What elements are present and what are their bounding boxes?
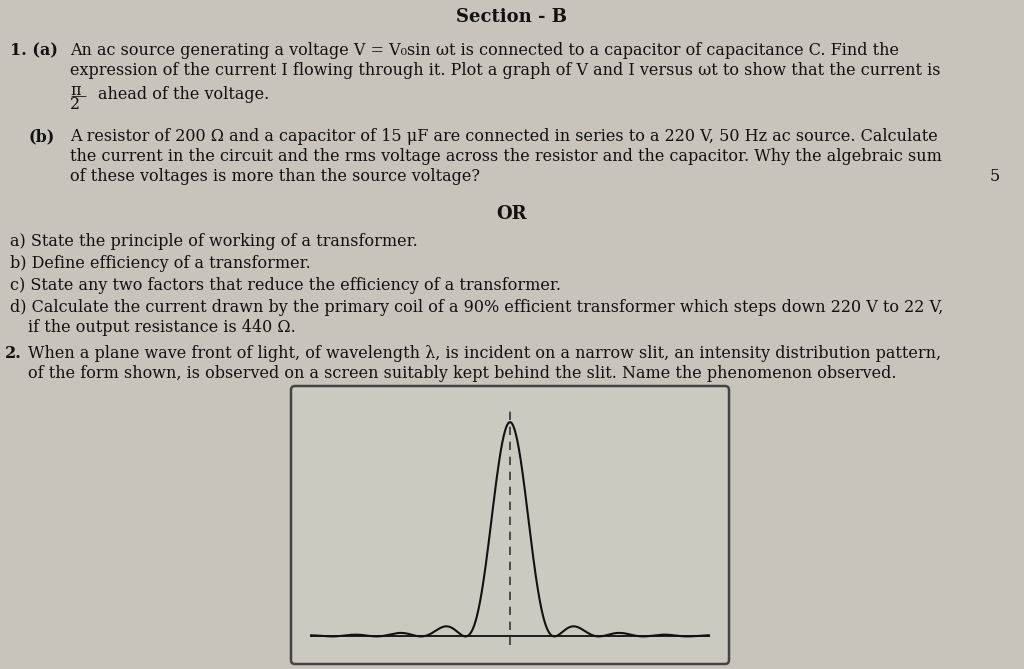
Text: (b): (b) [28,128,54,145]
FancyBboxPatch shape [291,386,729,664]
Text: ahead of the voltage.: ahead of the voltage. [98,86,269,103]
Text: —: — [70,88,86,105]
Text: OR: OR [497,205,527,223]
Text: A resistor of 200 Ω and a capacitor of 15 μF are connected in series to a 220 V,: A resistor of 200 Ω and a capacitor of 1… [70,128,938,145]
Text: b) Define efficiency of a transformer.: b) Define efficiency of a transformer. [10,255,310,272]
Text: d) Calculate the current drawn by the primary coil of a 90% efficient transforme: d) Calculate the current drawn by the pr… [10,299,943,316]
Text: if the output resistance is 440 Ω.: if the output resistance is 440 Ω. [28,319,296,336]
Text: π: π [70,82,81,99]
Text: c) State any two factors that reduce the efficiency of a transformer.: c) State any two factors that reduce the… [10,277,561,294]
Text: 2: 2 [70,96,80,113]
Text: of these voltages is more than the source voltage?: of these voltages is more than the sourc… [70,168,480,185]
Text: An ac source generating a voltage V = V₀sin ωt is connected to a capacitor of ca: An ac source generating a voltage V = V₀… [70,42,899,59]
Text: When a plane wave front of light, of wavelength λ, is incident on a narrow slit,: When a plane wave front of light, of wav… [28,345,941,362]
Text: 5: 5 [990,168,1000,185]
Text: the current in the circuit and the rms voltage across the resistor and the capac: the current in the circuit and the rms v… [70,148,942,165]
Text: 2.: 2. [5,345,22,362]
Text: of the form shown, is observed on a screen suitably kept behind the slit. Name t: of the form shown, is observed on a scre… [28,365,896,382]
Text: 1. (a): 1. (a) [10,42,58,59]
Text: expression of the current I flowing through it. Plot a graph of V and I versus ω: expression of the current I flowing thro… [70,62,940,79]
Text: Section - B: Section - B [457,8,567,26]
Text: a) State the principle of working of a transformer.: a) State the principle of working of a t… [10,233,418,250]
